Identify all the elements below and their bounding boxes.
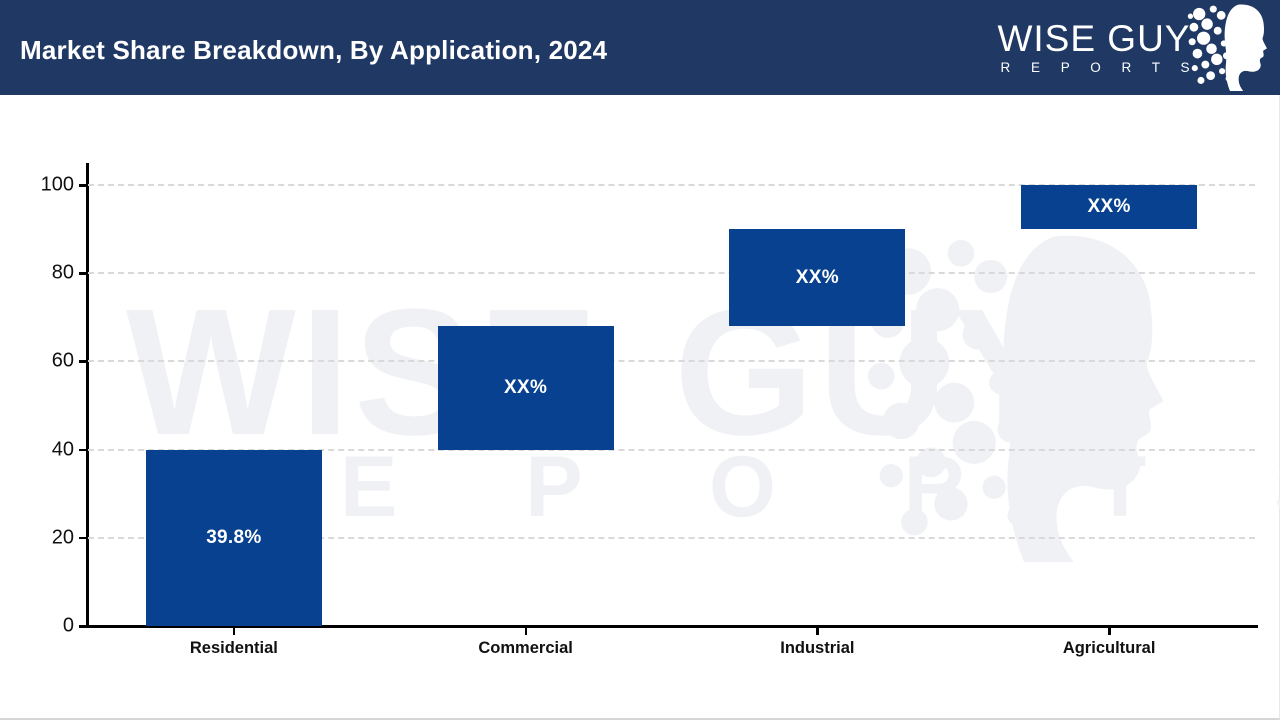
gridline-100 xyxy=(88,184,1255,186)
y-tick-label-20: 20 xyxy=(51,526,74,549)
x-category-label-agricultural: Agricultural xyxy=(1062,639,1156,657)
y-tick-60 xyxy=(79,360,87,363)
y-tick-label-40: 40 xyxy=(51,438,74,461)
x-category-label-commercial: Commercial xyxy=(478,639,573,657)
y-tick-100 xyxy=(79,184,87,187)
logo-wiseguy-label: WISE GUY xyxy=(997,18,1191,59)
x-category-label-industrial: Industrial xyxy=(780,639,855,657)
x-tick-industrial xyxy=(816,627,819,635)
bar-industrial xyxy=(729,229,906,327)
gridline-60 xyxy=(88,360,1255,363)
y-axis-line xyxy=(86,163,89,627)
y-tick-20 xyxy=(79,536,87,540)
gridline-40 xyxy=(88,448,1255,451)
bar-value-label-agricultural: XX% xyxy=(1087,196,1131,218)
gridline-20 xyxy=(88,536,1255,539)
y-tick-label-0: 0 xyxy=(62,614,74,637)
logo-text: WISE GUY R E P O R T S xyxy=(997,20,1198,75)
y-tick-label-100: 100 xyxy=(40,173,74,196)
chart-title: Market Share Breakdown, By Application, … xyxy=(20,35,608,65)
bar-value-label-residential: 39.8% xyxy=(206,527,262,549)
x-tick-residential xyxy=(232,627,236,635)
y-tick-0 xyxy=(79,625,87,628)
header-band: Market Share Breakdown, By Application, … xyxy=(0,0,1280,95)
y-tick-label-60: 60 xyxy=(51,349,74,372)
bar-value-label-industrial: XX% xyxy=(795,266,839,288)
bar-agricultural xyxy=(1021,185,1198,230)
y-tick-80 xyxy=(79,272,87,275)
wiseguy-logo: WISE GUY R E P O R T S xyxy=(997,0,1276,95)
bar-value-label-commercial: XX% xyxy=(504,377,548,399)
x-tick-agricultural xyxy=(1108,627,1111,635)
bar-commercial xyxy=(437,326,614,451)
y-tick-40 xyxy=(79,448,87,452)
x-axis-line xyxy=(86,625,1258,628)
gridline-80 xyxy=(88,272,1255,275)
x-tick-commercial xyxy=(524,627,528,635)
bar-residential xyxy=(145,450,322,626)
x-category-label-residential: Residential xyxy=(189,639,278,657)
logo-reports-label: R E P O R T S xyxy=(1000,60,1198,75)
y-tick-label-80: 80 xyxy=(51,261,74,284)
